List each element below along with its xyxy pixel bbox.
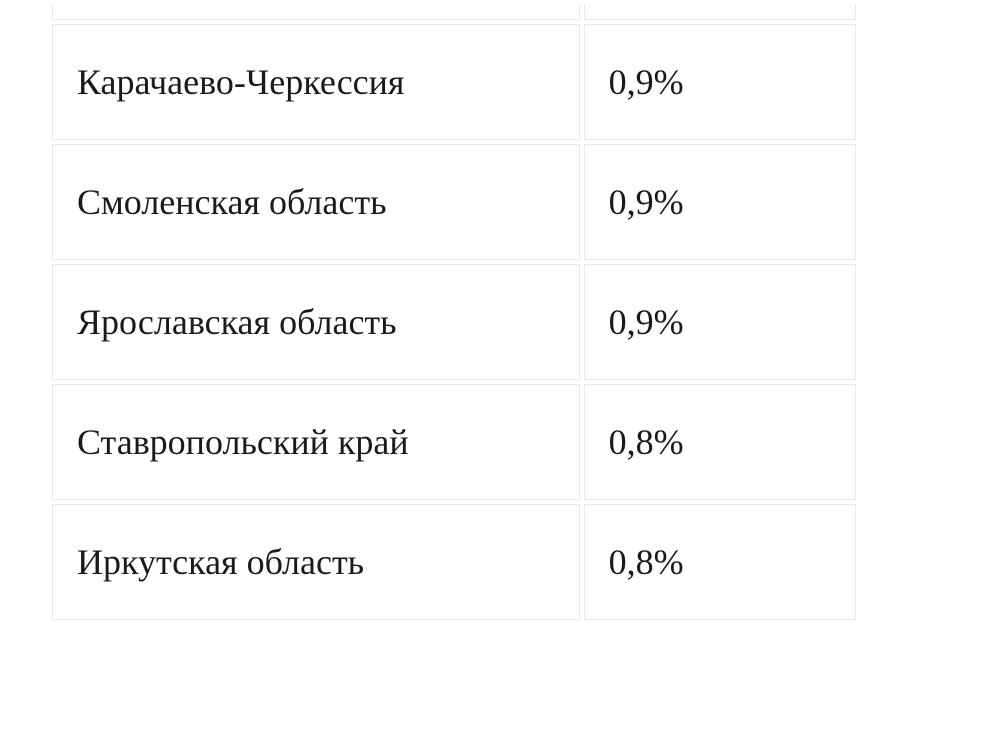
region-cell: Ставропольский край [52, 384, 580, 500]
table-row-partial [52, 4, 856, 20]
value-cell: 0,9% [584, 144, 856, 260]
regions-table: Карачаево-Черкессия 0,9% Смоленская обла… [48, 0, 860, 624]
regions-table-container: Карачаево-Черкессия 0,9% Смоленская обла… [0, 0, 983, 672]
value-cell: 0,8% [584, 504, 856, 620]
value-cell: 0,9% [584, 24, 856, 140]
table-row: Ярославская область 0,9% [52, 264, 856, 380]
region-cell: Иркутская область [52, 504, 580, 620]
table-row: Карачаево-Черкессия 0,9% [52, 24, 856, 140]
region-cell: Смоленская область [52, 144, 580, 260]
table-row: Иркутская область 0,8% [52, 504, 856, 620]
value-cell: 0,8% [584, 384, 856, 500]
region-cell-partial [52, 4, 580, 20]
value-cell-partial [584, 4, 856, 20]
region-cell: Карачаево-Черкессия [52, 24, 580, 140]
table-row: Смоленская область 0,9% [52, 144, 856, 260]
table-row: Ставропольский край 0,8% [52, 384, 856, 500]
value-cell: 0,9% [584, 264, 856, 380]
region-cell: Ярославская область [52, 264, 580, 380]
